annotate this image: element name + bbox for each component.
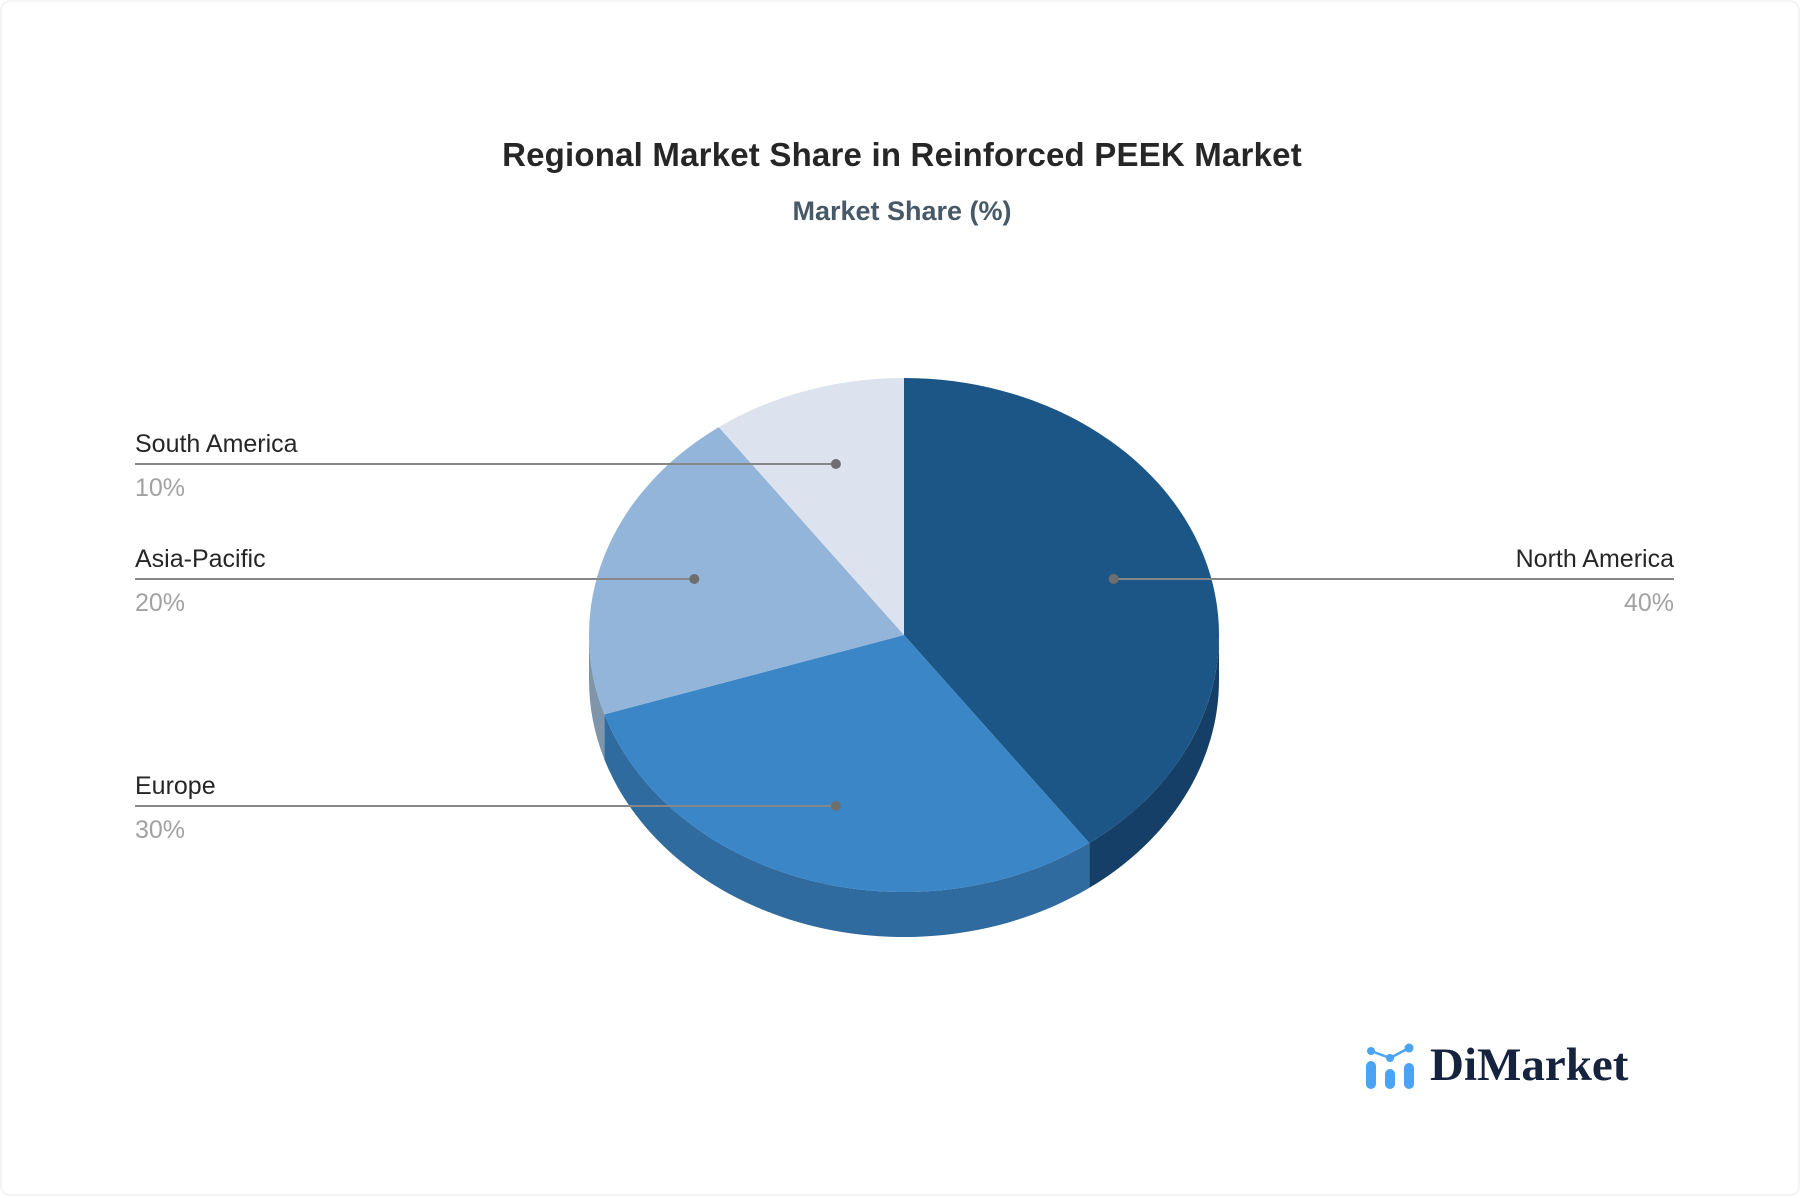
brand-logo: DiMarket — [1364, 1042, 1628, 1089]
brand-logo-icon — [1366, 1043, 1414, 1089]
pie-slice-north-america[interactable] — [904, 378, 1220, 843]
slice-value-asia-pacific: 20% — [135, 589, 185, 617]
slice-value-south-america: 10% — [135, 474, 185, 502]
leader-dot-south-america — [830, 459, 841, 469]
pie-slice-side-europe — [604, 714, 1090, 938]
pie-slice-side-asia-pacific — [589, 635, 605, 760]
brand-logo-text: DiMarket — [1430, 1039, 1629, 1091]
leader-dot-asia-pacific — [689, 574, 700, 584]
leader-dot-europe — [830, 801, 841, 811]
pie-slice-europe[interactable] — [604, 635, 1090, 893]
chart-subtitle: Market Share (%) — [792, 196, 1012, 226]
pie-slice-side-north-america — [1089, 635, 1219, 888]
leader-dot-north-america — [1108, 574, 1119, 584]
slice-label-europe: Europe — [135, 772, 216, 800]
slice-value-north-america: 40% — [1624, 589, 1674, 617]
pie-slice-asia-pacific[interactable] — [588, 427, 904, 715]
chart-title: Regional Market Share in Reinforced PEEK… — [502, 136, 1302, 173]
slice-label-north-america: North America — [1516, 545, 1674, 573]
slice-label-asia-pacific: Asia-Pacific — [135, 545, 266, 573]
pie-slice-south-america[interactable] — [718, 378, 904, 635]
slice-label-south-america: South America — [135, 430, 298, 458]
slice-value-europe: 30% — [135, 816, 185, 844]
